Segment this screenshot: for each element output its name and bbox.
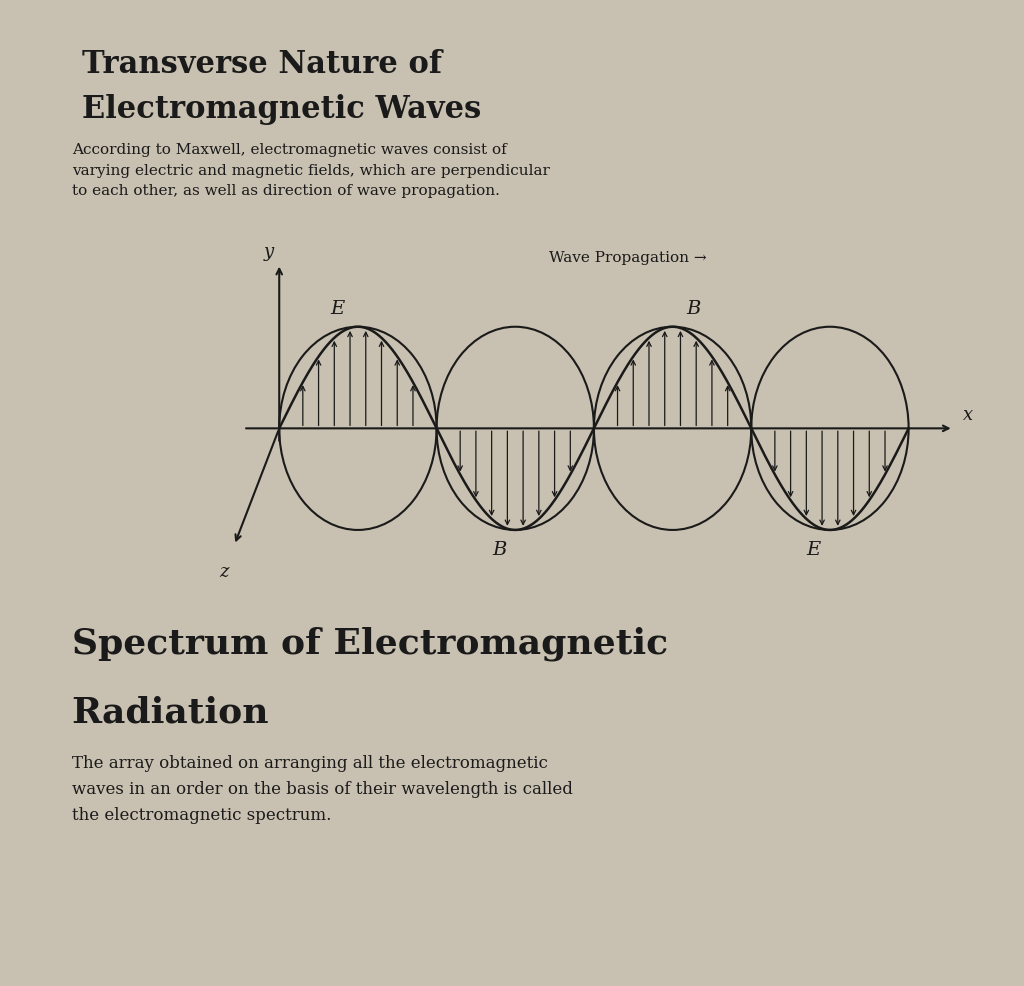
Text: y: y — [263, 243, 273, 260]
Text: Spectrum of Electromagnetic: Spectrum of Electromagnetic — [72, 626, 668, 661]
Text: E: E — [330, 300, 344, 317]
Text: Electromagnetic Waves: Electromagnetic Waves — [82, 94, 481, 124]
Text: B: B — [686, 300, 700, 317]
Text: x: x — [963, 406, 973, 424]
Text: Radiation: Radiation — [72, 695, 269, 729]
Text: The array obtained on arranging all the electromagnetic
waves in an order on the: The array obtained on arranging all the … — [72, 754, 572, 823]
Text: According to Maxwell, electromagnetic waves consist of
varying electric and magn: According to Maxwell, electromagnetic wa… — [72, 143, 550, 198]
Text: B: B — [492, 540, 506, 558]
Text: E: E — [807, 540, 821, 558]
Text: Wave Propagation →: Wave Propagation → — [549, 250, 707, 264]
Text: Transverse Nature of: Transverse Nature of — [82, 49, 442, 80]
Text: z: z — [219, 563, 228, 581]
